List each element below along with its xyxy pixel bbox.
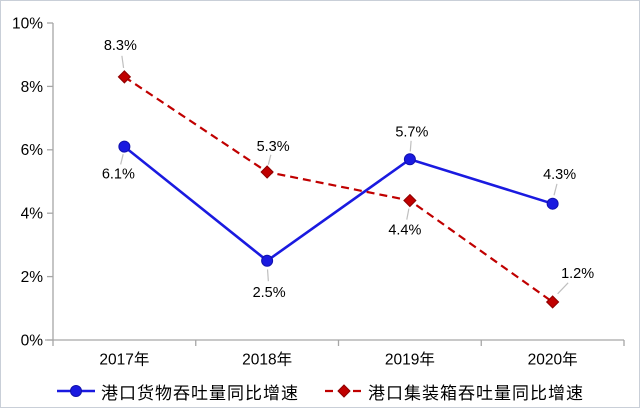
y-tick-label: 4% — [21, 206, 44, 223]
y-tick-label: 2% — [21, 269, 44, 286]
legend-label-container-throughput: 港口集装箱吞吐量同比增速 — [368, 383, 584, 403]
series-1-marker — [260, 165, 274, 179]
x-category-label: 2020年 — [528, 350, 578, 368]
data-label: 5.3% — [257, 139, 290, 155]
data-label-leader — [553, 183, 558, 196]
data-label: 2.5% — [253, 285, 286, 301]
data-label: 5.7% — [395, 124, 428, 140]
y-tick-label: 10% — [12, 15, 43, 32]
data-label-leader — [121, 55, 125, 69]
data-label-leader — [267, 154, 272, 165]
series-0-marker — [546, 197, 559, 210]
series-1-marker — [545, 295, 560, 309]
data-label: 1.2% — [561, 266, 594, 282]
x-category-label: 2017年 — [99, 350, 149, 368]
line-chart: 0% 2% 4% 6% 8% 10% 2017年 2018年 2019年 2020年 6.1% 2.5… — [12, 15, 625, 368]
legend-label-cargo-throughput: 港口货物吞吐量同比增速 — [101, 383, 299, 403]
data-label: 8.3% — [104, 38, 137, 54]
y-tick-label: 6% — [21, 142, 44, 159]
series-1-marker — [403, 193, 417, 208]
data-label-leader — [266, 269, 269, 282]
data-label-leader — [406, 208, 410, 220]
data-label-leader — [120, 154, 124, 165]
series-0-marker — [261, 254, 274, 267]
red-dashed-diamond-marker-icon — [325, 384, 363, 398]
legend-item-container-throughput: 港口集装箱吞吐量同比增速 — [325, 379, 584, 404]
data-label: 6.1% — [102, 167, 135, 183]
legend-item-cargo-throughput: 港口货物吞吐量同比增速 — [56, 379, 299, 404]
y-tick-label: 0% — [21, 332, 44, 349]
blue-line-circle-marker-icon — [57, 385, 95, 397]
series-0-marker — [403, 153, 416, 166]
series-0-marker — [118, 140, 131, 153]
x-category-label: 2019年 — [385, 350, 435, 368]
series-1-marker — [117, 70, 132, 84]
data-label: 4.4% — [388, 223, 421, 239]
data-label-leader — [557, 282, 569, 295]
legend: 港口货物吞吐量同比增速 港口集装箱吞吐量同比增速 — [1, 377, 639, 405]
data-label-leader — [409, 140, 412, 152]
y-tick-label: 8% — [21, 79, 44, 96]
series-1-line — [123, 75, 554, 303]
x-category-label: 2018年 — [242, 350, 292, 368]
data-label: 4.3% — [543, 167, 576, 183]
series-0-line — [123, 145, 554, 263]
